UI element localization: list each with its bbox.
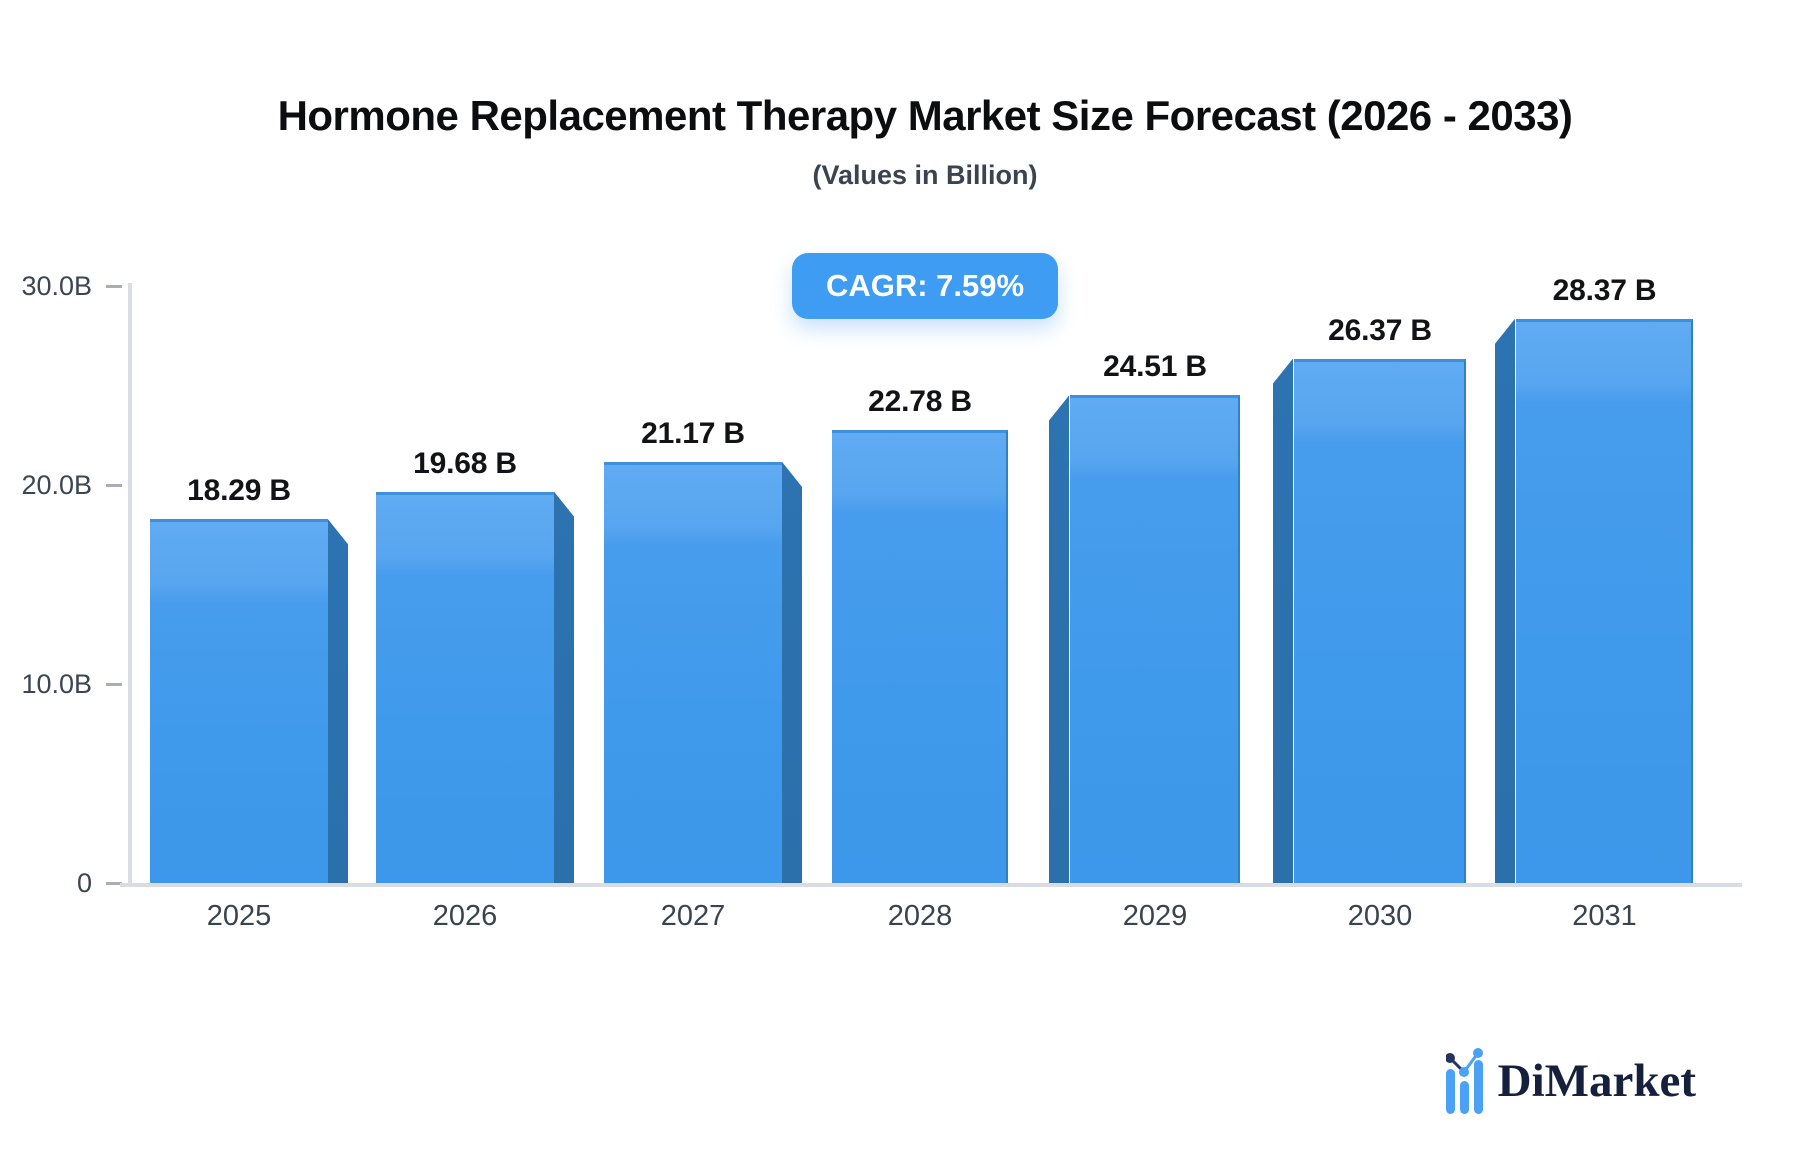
- brand-logo: DiMarket: [1445, 1048, 1696, 1114]
- cagr-badge-row: CAGR: 7.59%: [0, 253, 1800, 319]
- bar-2028: [832, 429, 1008, 883]
- value-label-2030: 26.37 B: [1328, 313, 1432, 347]
- bar-face-2031: [1516, 318, 1693, 883]
- x-label-2027: 2027: [660, 900, 726, 932]
- value-label-2028: 22.78 B: [868, 384, 972, 418]
- bar-face-2030: [1294, 358, 1466, 883]
- x-label-2031: 2031: [1572, 900, 1637, 932]
- brand-logo-text: DiMarket: [1497, 1054, 1696, 1107]
- bar-side-face-2030: [1273, 358, 1293, 883]
- bar-2030: [1273, 358, 1466, 883]
- value-label-2027: 21.17 B: [641, 416, 745, 450]
- bar-2029: [1049, 395, 1240, 883]
- y-tick-label-20.0B: 20.0B: [21, 470, 92, 501]
- bar-side-face-2027: [782, 461, 802, 883]
- x-axis-baseline: [120, 883, 1742, 887]
- value-label-2026: 19.68 B: [413, 446, 517, 480]
- bar-side-face-2026: [554, 491, 574, 883]
- bar-side-face-2025: [328, 519, 348, 883]
- y-tick-label-30.0B: 30.0B: [21, 271, 92, 302]
- y-tick-0: [106, 882, 122, 885]
- bar-face-2029: [1070, 395, 1240, 883]
- bar-side-face-2029: [1049, 395, 1069, 883]
- bar-face-2026: [376, 491, 554, 883]
- bar-face-2027: [604, 461, 782, 883]
- bar-face-2025: [150, 519, 328, 883]
- bar-2025: [150, 519, 348, 883]
- page-title: Hormone Replacement Therapy Market Size …: [277, 92, 1573, 139]
- value-label-2029: 24.51 B: [1103, 350, 1207, 384]
- value-label-2025: 18.29 B: [187, 474, 291, 508]
- y-tick-20.0B: [106, 484, 122, 488]
- x-label-2025: 2025: [206, 900, 272, 932]
- y-axis-line: [128, 283, 132, 885]
- y-tick-label-0: 0: [76, 868, 92, 898]
- x-label-2026: 2026: [432, 900, 498, 932]
- cagr-badge: CAGR: 7.59%: [791, 253, 1059, 319]
- x-label-2028: 2028: [887, 900, 953, 932]
- bar-2031: [1495, 318, 1693, 883]
- bar-2026: [376, 491, 574, 883]
- chart-subtitle: (Values in Billion): [812, 160, 1038, 190]
- y-tick-label-10.0B: 10.0B: [21, 669, 92, 700]
- y-tick-10.0B: [106, 683, 122, 687]
- bar-chart-logo-icon: [1445, 1048, 1483, 1114]
- y-tick-30.0B: [106, 285, 122, 289]
- bar-2027: [604, 461, 802, 883]
- x-label-2029: 2029: [1122, 900, 1188, 932]
- value-label-2031: 28.37 B: [1552, 273, 1657, 307]
- bar-side-face-2031: [1495, 318, 1515, 883]
- x-label-2030: 2030: [1347, 900, 1413, 932]
- bar-face-2028: [832, 429, 1008, 883]
